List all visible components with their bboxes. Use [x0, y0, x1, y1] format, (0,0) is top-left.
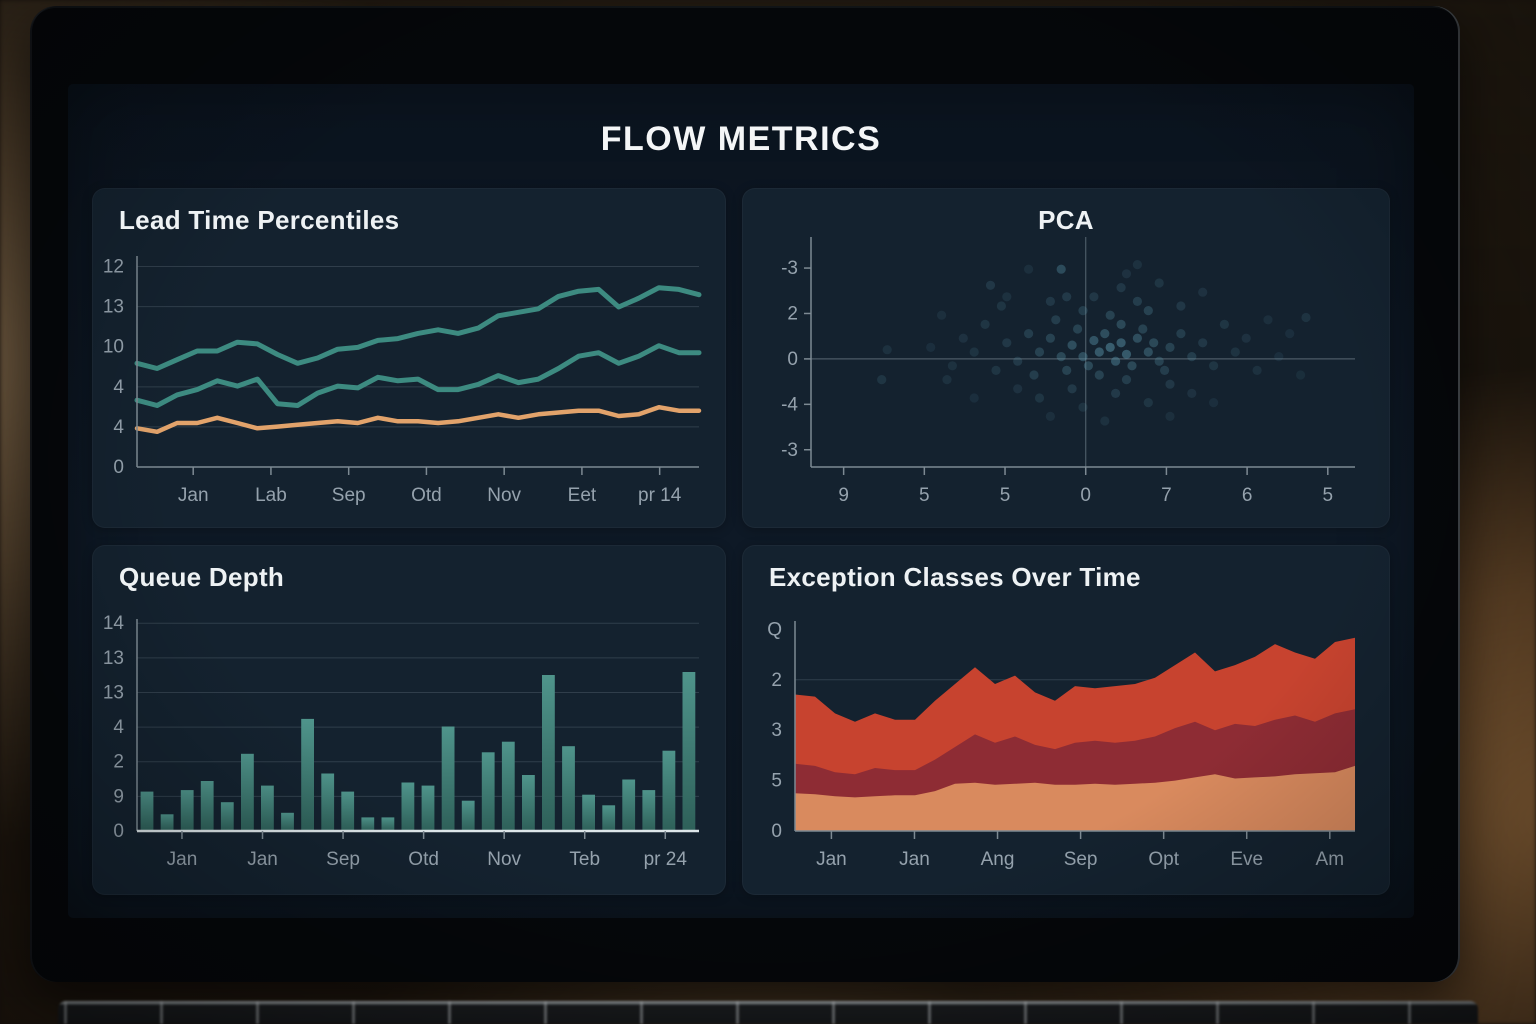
svg-text:0: 0 [787, 349, 798, 370]
svg-text:0: 0 [771, 821, 782, 842]
laptop-screen: FLOW METRICS Lead Time Percentiles 12 13 1… [68, 84, 1414, 918]
svg-text:pr 14: pr 14 [638, 485, 682, 506]
svg-text:Otd: Otd [411, 485, 442, 506]
dashboard-grid: Lead Time Percentiles 12 13 10 4 4 0 Jan Lab Sep… [92, 188, 1390, 895]
svg-text:Jan: Jan [816, 849, 847, 870]
chart-title-pca: PCA [1038, 205, 1094, 235]
svg-text:Jan: Jan [167, 849, 198, 870]
dashboard-title: FLOW METRICS [600, 120, 882, 158]
panel-lead-time-percentiles: Lead Time Percentiles 12 13 10 4 4 0 Jan Lab Sep… [92, 188, 726, 528]
laptop-keyboard [58, 1001, 1478, 1024]
svg-text:13: 13 [103, 648, 124, 669]
chart-title-exception-classes: Exception Classes Over Time [769, 562, 1141, 592]
svg-text:Sep: Sep [326, 849, 360, 870]
svg-text:5: 5 [919, 485, 930, 506]
svg-text:Sep: Sep [1064, 849, 1098, 870]
svg-text:5: 5 [1323, 485, 1334, 506]
chart-title-queue-depth: Queue Depth [119, 562, 285, 592]
svg-text:13: 13 [103, 297, 124, 318]
svg-text:5: 5 [1000, 485, 1011, 506]
svg-text:Teb: Teb [569, 849, 600, 870]
panel-queue-depth: Queue Depth 14 13 13 4 2 9 0 Jan Jan Sep Otd Nov Teb… [92, 545, 726, 895]
chart-title-lead-time: Lead Time Percentiles [119, 205, 400, 235]
svg-text:4: 4 [113, 717, 124, 738]
pca-scatter-chart: -3 2 0 -4 -3 9 5 5 0 7 6 5 [743, 189, 1389, 527]
lead-time-line-chart: 12 13 10 4 4 0 Jan Lab Sep Otd Nov Eet pr 14 [93, 189, 725, 527]
svg-text:0: 0 [113, 457, 124, 478]
svg-text:Jan: Jan [247, 849, 278, 870]
svg-text:2: 2 [787, 303, 798, 324]
svg-text:Opt: Opt [1148, 849, 1179, 870]
svg-text:5: 5 [771, 771, 782, 792]
svg-text:Eet: Eet [568, 485, 597, 506]
svg-text:-4: -4 [781, 394, 798, 415]
svg-text:6: 6 [1242, 485, 1253, 506]
panel-pca: PCA -3 2 0 -4 -3 9 5 5 0 7 6 5 [742, 188, 1390, 528]
svg-text:9: 9 [113, 786, 124, 807]
svg-text:Jan: Jan [899, 849, 930, 870]
svg-text:13: 13 [103, 682, 124, 703]
svg-text:Nov: Nov [487, 485, 521, 506]
svg-text:2: 2 [113, 752, 124, 773]
queue-depth-bar-chart: 14 13 13 4 2 9 0 Jan Jan Sep Otd Nov Teb pr 24 [93, 546, 725, 894]
svg-text:14: 14 [103, 613, 125, 634]
svg-text:Otd: Otd [408, 849, 439, 870]
svg-text:Q: Q [767, 619, 782, 640]
svg-text:10: 10 [103, 337, 124, 358]
svg-text:0: 0 [1080, 485, 1091, 506]
svg-text:Jan: Jan [178, 485, 209, 506]
svg-text:7: 7 [1161, 485, 1172, 506]
svg-text:Ang: Ang [981, 849, 1015, 870]
svg-text:4: 4 [113, 417, 124, 438]
svg-text:0: 0 [113, 821, 124, 842]
exception-classes-area-chart: Q 2 3 5 0 Jan Jan Ang Sep Opt Eve Am [743, 546, 1389, 894]
panel-exception-classes: Exception Classes Over Time Q 2 3 5 0 Jan Jan A… [742, 545, 1390, 895]
svg-text:9: 9 [838, 485, 849, 506]
svg-text:Eve: Eve [1230, 849, 1263, 870]
svg-text:-3: -3 [781, 258, 798, 279]
svg-text:3: 3 [771, 720, 782, 741]
svg-text:Lab: Lab [255, 485, 287, 506]
svg-text:Am: Am [1316, 849, 1345, 870]
svg-text:-3: -3 [781, 440, 798, 461]
svg-text:Nov: Nov [487, 849, 521, 870]
laptop-lid: FLOW METRICS Lead Time Percentiles 12 13 1… [30, 6, 1460, 982]
svg-text:pr 24: pr 24 [644, 849, 688, 870]
svg-text:12: 12 [103, 257, 124, 278]
svg-text:Sep: Sep [332, 485, 366, 506]
svg-text:2: 2 [771, 670, 782, 691]
svg-text:4: 4 [113, 377, 124, 398]
